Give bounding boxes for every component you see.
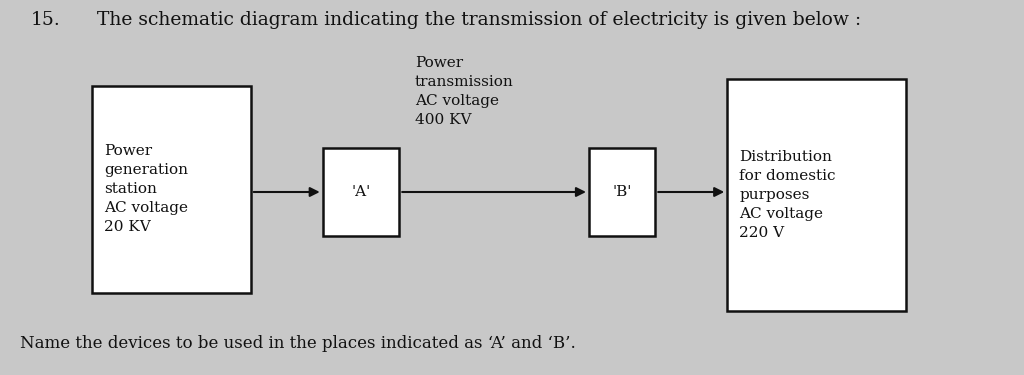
FancyBboxPatch shape <box>589 148 655 236</box>
Text: The schematic diagram indicating the transmission of electricity is given below : The schematic diagram indicating the tra… <box>97 11 861 29</box>
Text: Power
transmission
AC voltage
400 KV: Power transmission AC voltage 400 KV <box>415 56 513 127</box>
FancyBboxPatch shape <box>92 86 251 292</box>
Text: Name the devices to be used in the places indicated as ‘A’ and ‘B’.: Name the devices to be used in the place… <box>20 336 577 352</box>
FancyBboxPatch shape <box>323 148 399 236</box>
Text: 15.: 15. <box>31 11 60 29</box>
Text: Power
generation
station
AC voltage
20 KV: Power generation station AC voltage 20 K… <box>104 144 188 234</box>
Text: 'A': 'A' <box>351 185 371 199</box>
Text: 'B': 'B' <box>612 185 632 199</box>
FancyBboxPatch shape <box>727 79 906 311</box>
Text: Distribution
for domestic
purposes
AC voltage
220 V: Distribution for domestic purposes AC vo… <box>739 150 836 240</box>
